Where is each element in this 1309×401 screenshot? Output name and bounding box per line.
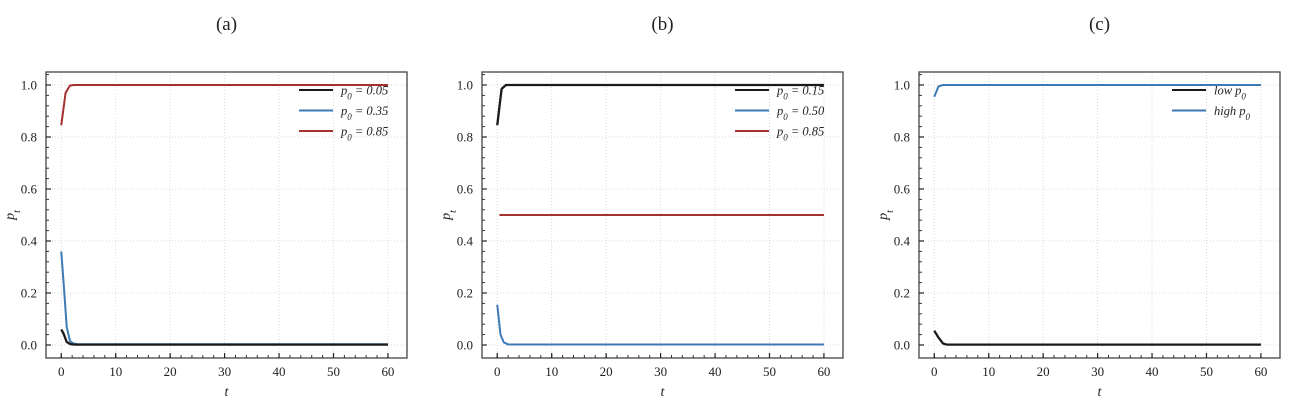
svg-text:(c): (c) (1089, 14, 1110, 35)
svg-text:0.8: 0.8 (893, 130, 909, 145)
svg-text:1.0: 1.0 (21, 78, 37, 93)
svg-text:0.8: 0.8 (21, 130, 37, 145)
svg-text:0.6: 0.6 (893, 182, 910, 197)
svg-text:40: 40 (709, 364, 722, 379)
svg-text:(a): (a) (216, 14, 237, 35)
svg-text:10: 10 (546, 364, 559, 379)
svg-text:0.2: 0.2 (893, 285, 909, 300)
svg-text:20: 20 (164, 364, 177, 379)
svg-text:0.4: 0.4 (893, 233, 910, 248)
svg-text:60: 60 (818, 364, 831, 379)
svg-text:50: 50 (327, 364, 340, 379)
svg-text:0.6: 0.6 (21, 182, 38, 197)
svg-text:0.2: 0.2 (21, 285, 37, 300)
svg-text:60: 60 (381, 364, 394, 379)
svg-text:40: 40 (1145, 364, 1158, 379)
svg-text:10: 10 (982, 364, 995, 379)
svg-text:0.4: 0.4 (457, 233, 474, 248)
svg-text:1.0: 1.0 (893, 78, 909, 93)
svg-text:0.6: 0.6 (457, 182, 474, 197)
svg-text:40: 40 (273, 364, 286, 379)
svg-text:30: 30 (654, 364, 667, 379)
svg-text:0: 0 (494, 364, 501, 379)
svg-text:30: 30 (218, 364, 231, 379)
svg-text:1.0: 1.0 (457, 78, 473, 93)
svg-text:60: 60 (1254, 364, 1267, 379)
svg-text:50: 50 (763, 364, 776, 379)
svg-text:0.0: 0.0 (21, 337, 37, 352)
svg-text:0: 0 (58, 364, 65, 379)
svg-text:0.8: 0.8 (457, 130, 473, 145)
svg-text:50: 50 (1200, 364, 1213, 379)
svg-text:10: 10 (109, 364, 122, 379)
svg-text:0: 0 (931, 364, 938, 379)
svg-text:0.4: 0.4 (21, 233, 38, 248)
svg-text:(b): (b) (652, 14, 674, 35)
svg-text:0.0: 0.0 (457, 337, 473, 352)
svg-text:0.2: 0.2 (457, 285, 473, 300)
svg-text:20: 20 (600, 364, 613, 379)
svg-text:0.0: 0.0 (893, 337, 909, 352)
svg-text:20: 20 (1036, 364, 1049, 379)
svg-text:30: 30 (1091, 364, 1104, 379)
